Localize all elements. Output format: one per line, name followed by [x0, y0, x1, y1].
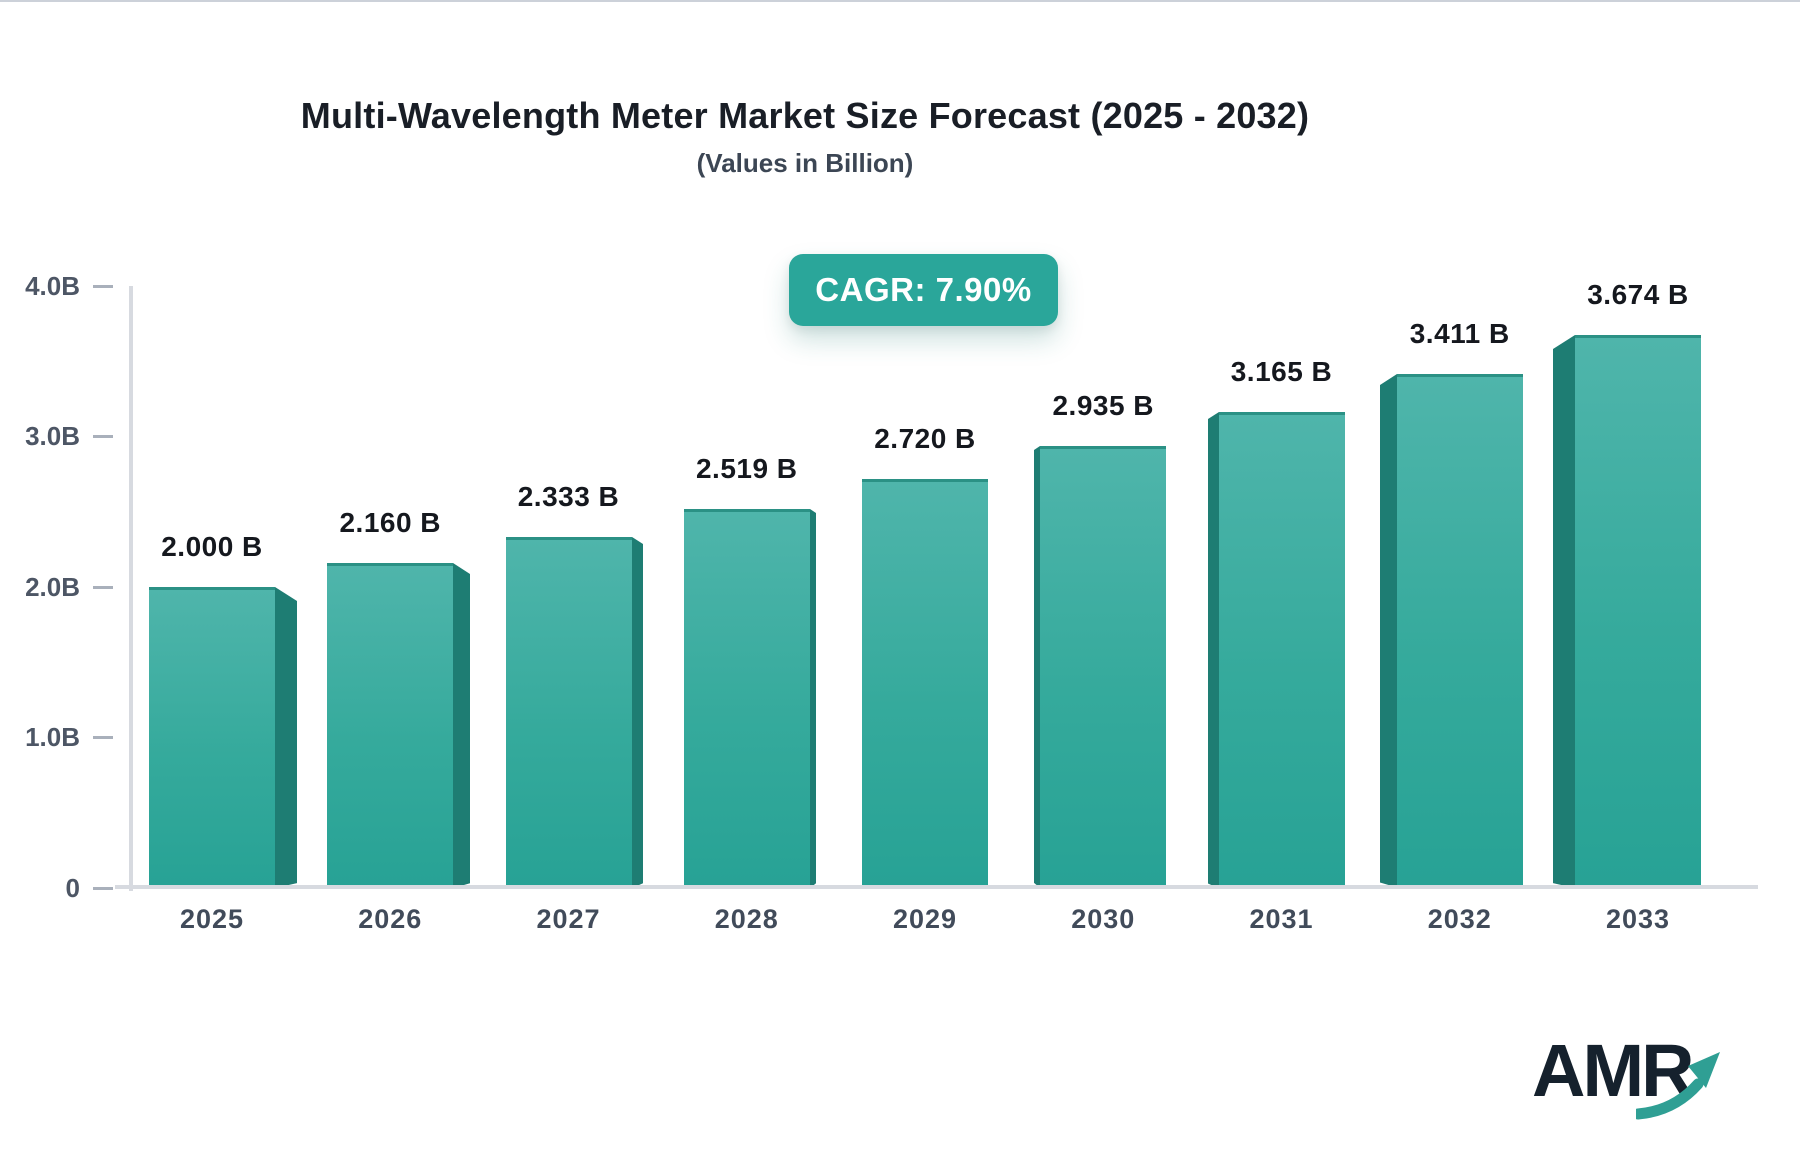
bar [1396, 374, 1523, 888]
bar-value-label: 2.935 B [1052, 390, 1155, 422]
bar-value-label: 3.674 B [1587, 278, 1689, 310]
bar [862, 478, 988, 888]
y-tick-label: 2.0B [25, 571, 80, 602]
x-axis-label: 2026 [358, 904, 423, 934]
bar [505, 536, 632, 888]
x-axis-label: 2029 [892, 904, 958, 934]
y-tick-label: 1.0B [25, 722, 80, 753]
chart-subtitle: (Values in Billion) [696, 148, 914, 178]
cagr-badge: CAGR: 7.90% [789, 254, 1058, 326]
y-tick-mark [93, 435, 113, 439]
x-axis-label: 2028 [714, 904, 779, 934]
bar-side-face [631, 536, 643, 888]
y-tick-mark [93, 887, 113, 890]
bar [1218, 411, 1345, 888]
y-tick-mark [93, 585, 113, 589]
bar-side-face [453, 562, 471, 888]
bar-value-label: 2.333 B [517, 480, 620, 512]
y-tick-mark [93, 736, 113, 740]
x-axis-label: 2030 [1071, 904, 1136, 934]
bar-side-face [1553, 334, 1575, 888]
x-axis-label: 2025 [179, 904, 245, 934]
bar-value-label: 3.411 B [1409, 318, 1510, 350]
y-tick-label: 3.0B [25, 421, 80, 452]
x-axis-label: 2032 [1427, 904, 1492, 934]
bar-value-label: 2.519 B [695, 452, 798, 484]
bar-value-label: 3.165 B [1230, 355, 1333, 387]
bar-side-face [1379, 374, 1397, 888]
bar [683, 508, 810, 888]
y-axis-line [129, 286, 133, 891]
chart-title: Multi-Wavelength Meter Market Size Forec… [300, 95, 1310, 136]
bar-side-face [275, 586, 297, 888]
bar [1575, 334, 1701, 888]
x-axis-line [115, 885, 1758, 889]
x-axis-label: 2031 [1249, 904, 1314, 934]
bar-value-label: 2.000 B [161, 530, 263, 562]
bar-side-face [809, 508, 816, 888]
bar-side-face [1034, 446, 1041, 888]
y-tick-label: 0 [65, 873, 80, 903]
y-tick-mark [93, 284, 113, 288]
amr-logo: AMR [1532, 1029, 1732, 1128]
x-axis-label: 2033 [1605, 904, 1671, 934]
page-top-border [0, 0, 1800, 2]
bar-side-face [1207, 411, 1219, 888]
bar-value-label: 2.160 B [339, 506, 442, 538]
bar [327, 562, 454, 888]
bar [1040, 446, 1167, 888]
amr-logo-text: AMR [1532, 1029, 1695, 1112]
x-axis-label: 2027 [536, 904, 601, 934]
bar [149, 586, 275, 888]
y-tick-label: 4.0B [25, 270, 80, 301]
growth-arrow-icon [1636, 1052, 1720, 1120]
bar-value-label: 2.720 B [874, 422, 976, 454]
